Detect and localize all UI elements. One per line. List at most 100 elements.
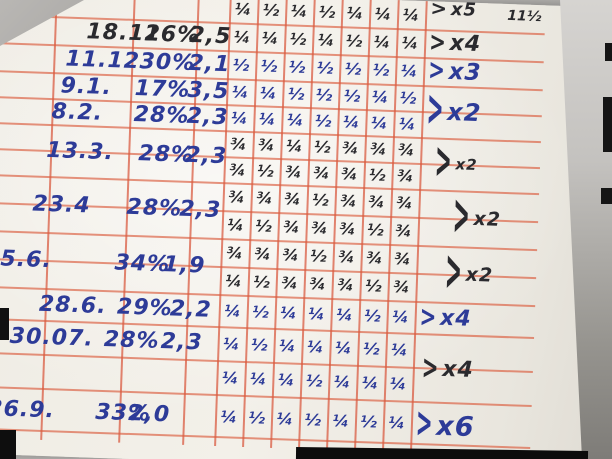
- fraction-cell: ¾: [393, 248, 412, 269]
- fraction-cell: ¾: [339, 190, 358, 211]
- multiplier-label: x4: [449, 30, 482, 58]
- fraction-cell: ½: [254, 215, 273, 236]
- fraction-cell: ½: [314, 110, 333, 131]
- fraction-cell: ¼: [402, 4, 421, 25]
- fraction-cell: ¼: [374, 3, 393, 24]
- fraction-cell: ¾: [365, 247, 384, 268]
- fraction-cell: ¼: [401, 32, 420, 53]
- fraction-cell: ½: [260, 55, 279, 76]
- multiplier-annotation: > x4: [418, 301, 473, 334]
- fraction-cell: ½: [368, 164, 387, 185]
- fraction-cell: ¼: [275, 408, 295, 429]
- fraction-cell: ¼: [277, 369, 296, 390]
- fraction-cell: ¼: [261, 27, 280, 48]
- fraction-cell: ¼: [258, 108, 277, 129]
- fraction-cell: ¼: [398, 113, 417, 134]
- brace-glyph: >: [429, 0, 448, 21]
- fraction-cell: ¾: [310, 217, 329, 238]
- photo-edge-artifact: [605, 43, 612, 61]
- multiplier-annotation: > x4: [428, 27, 482, 59]
- fraction-cell: ¾: [225, 242, 244, 263]
- fraction-cell: ¾: [228, 159, 247, 180]
- date-cell: 26.9.: [0, 395, 56, 423]
- percent-cell: 28%: [126, 194, 183, 222]
- fraction-cell: ½: [232, 54, 251, 75]
- fraction-cell: ¾: [281, 244, 300, 265]
- brace-glyph: >: [428, 27, 447, 59]
- fraction-cell: ½: [252, 271, 271, 292]
- date-cell: 28.6.: [38, 291, 107, 319]
- fraction-cell: ¾: [369, 138, 388, 159]
- brace-glyph: >: [452, 184, 471, 250]
- value-cell: 2,3: [178, 196, 222, 223]
- value-cell: 3,5: [187, 77, 230, 104]
- multiplier-label: x2: [473, 207, 502, 231]
- fraction-cell: ¼: [279, 302, 298, 323]
- multiplier-label: x2: [465, 263, 494, 287]
- fraction-cell: ½: [343, 85, 362, 106]
- photo-corner-artifact: [0, 430, 16, 459]
- fraction-cell: ½: [364, 275, 383, 296]
- multiplier-annotation: > x2: [451, 184, 502, 250]
- fraction-cell: ¾: [338, 218, 357, 239]
- fraction-cell: ¼: [400, 60, 419, 81]
- fraction-cell: ½: [287, 83, 306, 104]
- fraction-cell: ¾: [255, 187, 274, 208]
- fraction-cell: ¼: [391, 306, 410, 327]
- fraction-cell: ¼: [234, 0, 253, 19]
- fraction-cell: ¾: [340, 163, 359, 184]
- fraction-cell: ¾: [392, 276, 411, 297]
- multiplier-label: x4: [439, 305, 473, 332]
- date-cell: 13.3.: [45, 137, 115, 165]
- fraction-cell: ¼: [226, 214, 245, 235]
- fraction-cell: ¼: [221, 367, 240, 388]
- value-cell: 2,2: [169, 295, 213, 323]
- fraction-cell: ¼: [317, 29, 336, 50]
- fraction-cell: ¼: [290, 0, 309, 21]
- fraction-cell: ½: [247, 407, 267, 428]
- brace-glyph: >: [444, 240, 463, 306]
- fraction-cell: ¾: [341, 137, 360, 158]
- fraction-cell: ½: [288, 56, 307, 77]
- fraction-cell: ½: [250, 334, 269, 355]
- fraction-cell: ¼: [335, 304, 354, 325]
- fraction-cell: ½: [366, 219, 385, 240]
- fraction-cell: ½: [262, 0, 281, 20]
- date-cell: 11.12: [65, 46, 141, 74]
- fraction-cell: ¼: [307, 303, 326, 324]
- fraction-cell: ¼: [233, 26, 252, 47]
- fraction-cell: ¾: [227, 186, 246, 207]
- fraction-cell: ¾: [280, 272, 299, 293]
- fraction-cell: ½: [372, 59, 391, 80]
- fraction-cell: ¼: [370, 112, 389, 133]
- fraction-cell: ¼: [249, 368, 268, 389]
- fraction-cell: ¼: [286, 109, 305, 130]
- fraction-cell: ¼: [259, 82, 278, 103]
- value-cell: 2,0: [127, 400, 171, 427]
- fraction-cell: ½: [399, 87, 418, 108]
- fraction-cell: ¼: [231, 81, 250, 102]
- fraction-cell: ¾: [257, 134, 276, 155]
- date-cell: 5.6.: [0, 245, 53, 273]
- fraction-cell: ¾: [397, 139, 416, 160]
- fraction-cell: ¼: [387, 412, 407, 433]
- multiplier-label: x2: [455, 154, 478, 174]
- fraction-cell: ½: [315, 84, 334, 105]
- multiplier-label: x6: [435, 410, 476, 443]
- fraction-cell: ½: [303, 409, 323, 430]
- fraction-cell: ½: [289, 28, 308, 49]
- percent-cell: 29%: [116, 293, 174, 321]
- fraction-cell: ¾: [336, 274, 355, 295]
- multiplier-annotation: > x2: [433, 134, 478, 192]
- photo-edge-artifact: [0, 308, 9, 340]
- fraction-cell: ¾: [337, 246, 356, 267]
- fraction-cell: ¼: [278, 335, 297, 356]
- fraction-cell: ¼: [373, 31, 392, 52]
- fraction-cell: ¼: [224, 270, 243, 291]
- fraction-cell: ¾: [396, 165, 415, 186]
- fraction-cell: ½: [311, 189, 330, 210]
- fraction-cell: ¾: [308, 273, 327, 294]
- fraction-cell: ¼: [371, 86, 390, 107]
- multiplier-label: x5: [450, 0, 478, 21]
